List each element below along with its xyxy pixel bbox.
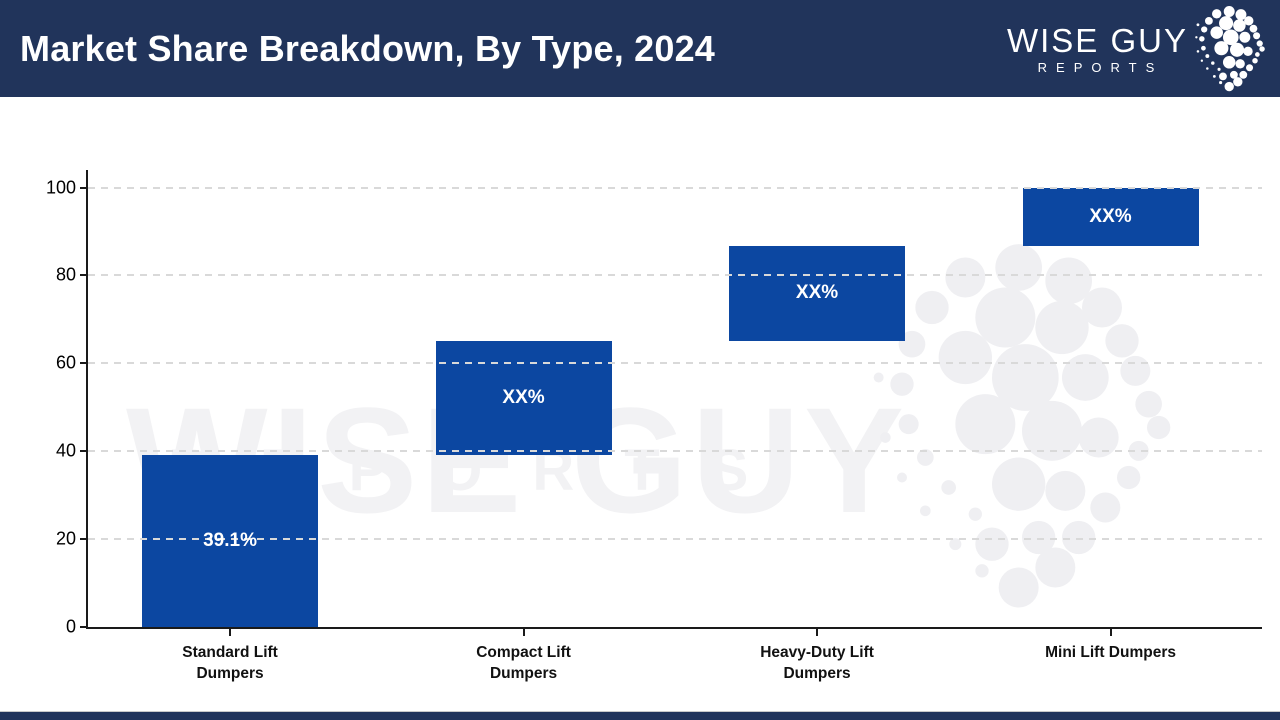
x-category-label-line: Dumpers [196,664,264,682]
wise-guy-reports-logo: WISE GUY REPORTS [1007,6,1266,92]
gridline [88,538,1262,541]
x-category-label: Standard Lift Dumpers [182,643,278,685]
x-category-label-line: Heavy-Duty Lift [760,644,874,661]
x-category-label: Heavy-Duty Lift Dumpers [760,643,874,685]
y-tick [80,186,87,189]
y-tick [80,538,87,541]
bar-segment [435,340,612,456]
chart-area: WISE GUY REPORTS 39.1% XX% XX% XX% 0 20 40 60 8… [0,97,1280,712]
x-category-label: Mini Lift Dumpers [1045,643,1176,664]
y-tick [80,450,87,453]
y-tick-label: 20 [55,528,76,549]
header-bar: Market Share Breakdown, By Type, 2024 WI… [0,0,1280,97]
bar-value-label: XX% [795,282,839,304]
bar-value-label: 39.1% [203,530,257,552]
bar-value-label: XX% [502,387,545,409]
x-tick [1109,629,1112,636]
gridline [88,362,1262,365]
logo-wordmark: WISE GUY [1006,21,1188,59]
dotted-head-icon [1194,6,1266,92]
x-category-label-line: Standard Lift [182,644,278,661]
y-tick-label: 80 [55,264,76,285]
x-category-label-line: Mini Lift Dumpers [1045,644,1176,661]
logo-subtext: REPORTS [1037,59,1164,75]
bar-segment [1022,187,1199,246]
logo-text: WISE GUY REPORTS [1007,24,1188,74]
y-tick [80,626,87,628]
x-category-label: Compact Lift Dumpers [476,643,571,685]
y-tick-label: 60 [55,352,76,373]
y-tick-label: 0 [65,616,76,637]
page-title: Market Share Breakdown, By Type, 2024 [20,27,716,69]
gridline [88,274,1262,277]
x-tick [229,629,232,636]
gridline [88,186,1262,189]
x-tick [522,629,525,636]
bar-segment [142,455,319,627]
y-tick-label: 40 [55,440,76,461]
y-tick-label: 100 [45,177,76,198]
plot-area: 39.1% XX% XX% XX% [88,170,1262,627]
y-axis-line [86,170,88,629]
footer-bar [0,711,1280,720]
x-category-label-line: Dumpers [783,664,851,682]
bar-segment [729,245,906,341]
gridline [88,450,1262,453]
x-axis-line [86,627,1262,629]
x-category-label-line: Dumpers [489,664,558,682]
y-tick [80,274,87,277]
bar-value-label: XX% [1089,205,1132,227]
y-tick [80,362,87,365]
x-category-label-line: Compact Lift [476,644,571,661]
x-tick [816,629,819,636]
